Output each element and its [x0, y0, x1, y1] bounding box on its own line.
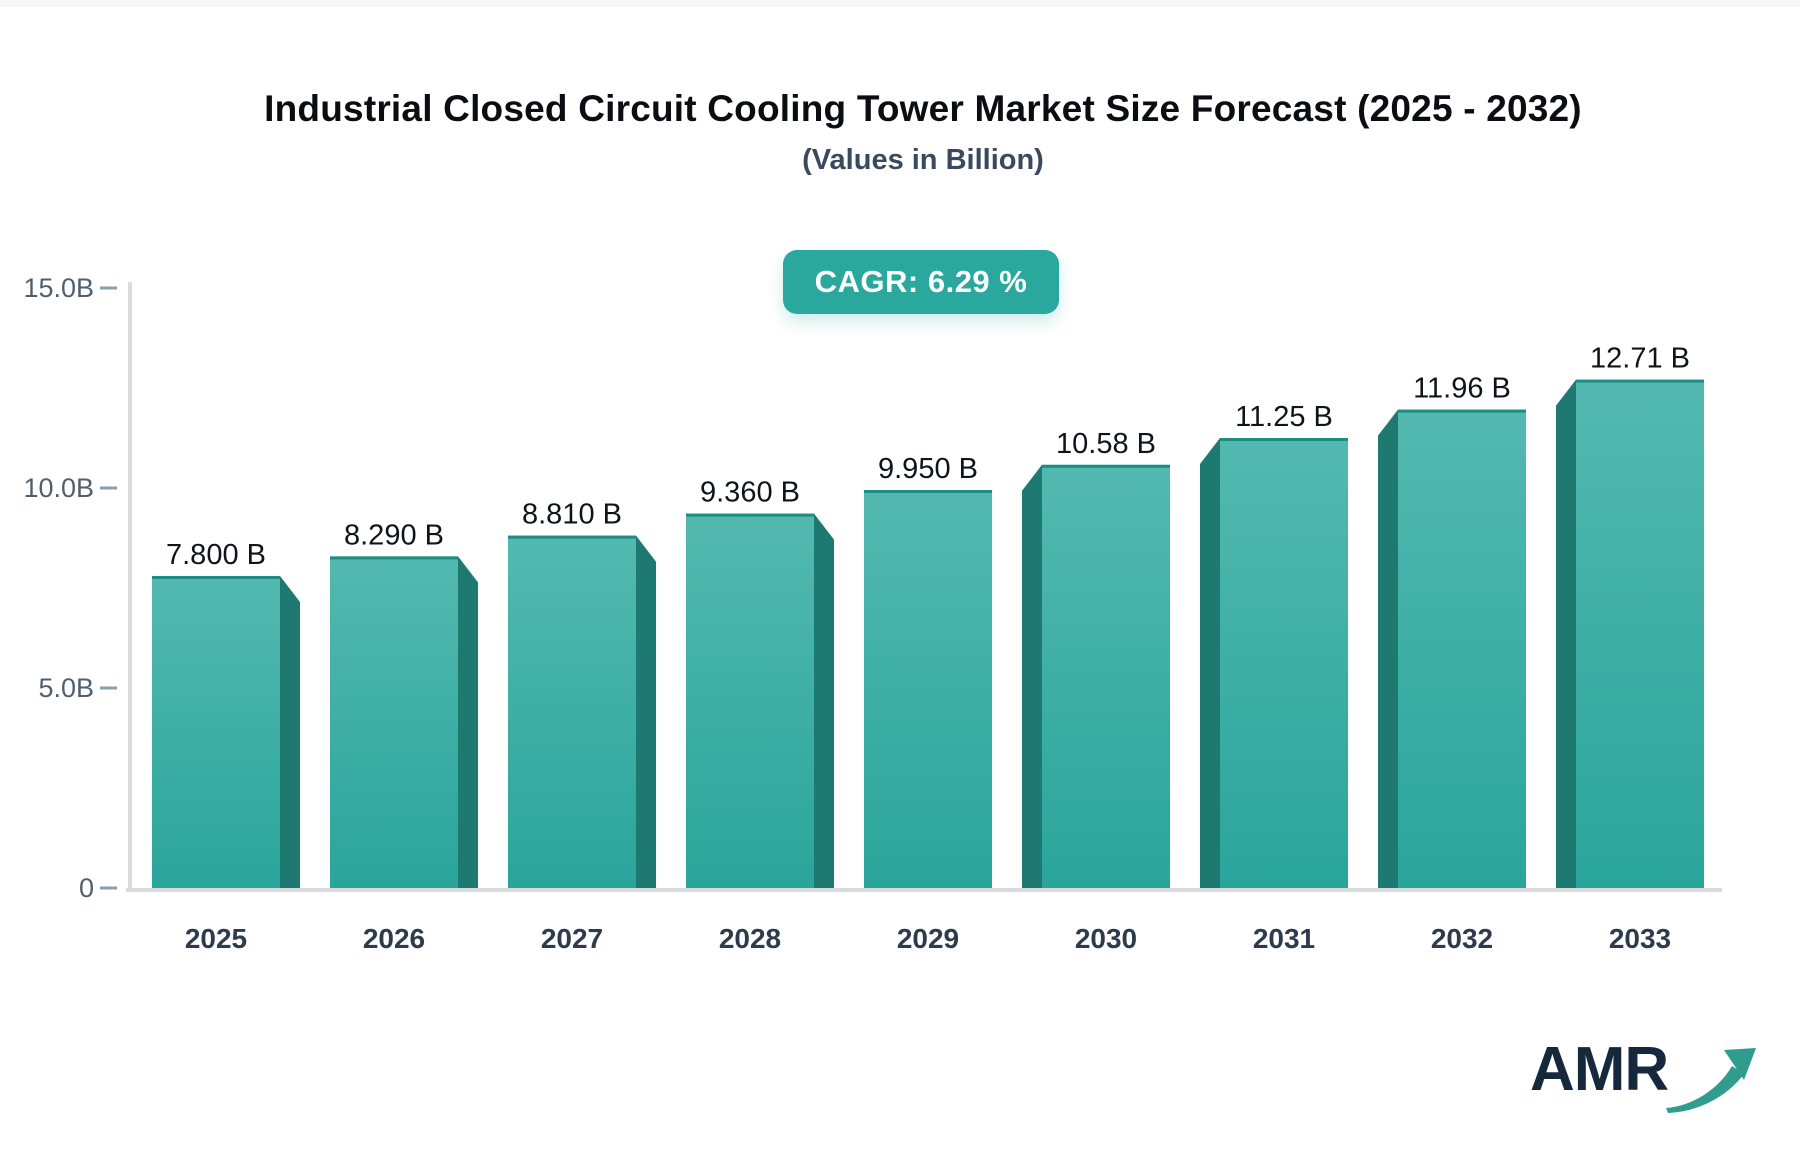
bar-side-face	[280, 576, 300, 888]
bar-value-label: 10.58 B	[1056, 428, 1156, 460]
bar-value-label: 9.950 B	[878, 453, 978, 485]
x-axis-label: 2030	[1075, 923, 1137, 954]
x-axis-label: 2032	[1431, 923, 1493, 954]
bar	[686, 513, 814, 888]
x-axis-label: 2026	[363, 923, 425, 954]
bar-top-edge	[508, 535, 636, 539]
bar-side-face	[458, 556, 478, 888]
bar-value-label: 9.360 B	[700, 477, 800, 509]
bar-value-label: 11.96 B	[1413, 373, 1511, 405]
y-tick-label: 0	[79, 873, 94, 903]
bar-top-edge	[1220, 438, 1348, 441]
y-tick-label: 5.0B	[38, 673, 94, 703]
bar	[1042, 464, 1170, 888]
bar	[864, 490, 992, 888]
bar	[1398, 409, 1526, 888]
amr-logo: AMR	[1530, 1022, 1760, 1132]
growth-arrow-icon	[1666, 1048, 1756, 1113]
cagr-badge: CAGR: 6.29 %	[783, 250, 1059, 314]
bar-value-label: 8.290 B	[344, 519, 444, 551]
bar-side-face	[1022, 464, 1042, 888]
x-axis-label: 2025	[185, 923, 247, 954]
bar-side-face	[636, 535, 656, 888]
bar-value-label: 11.25 B	[1235, 401, 1333, 433]
bar-top-edge	[330, 556, 458, 560]
bar	[1220, 438, 1348, 888]
cagr-badge-label: CAGR: 6.29 %	[814, 264, 1028, 299]
bar-value-label: 8.810 B	[522, 499, 622, 531]
bar-top-edge	[1398, 409, 1526, 413]
bar-side-face	[1200, 438, 1220, 888]
bar-top-edge	[686, 513, 814, 517]
bar-top-edge	[1042, 464, 1170, 468]
bar	[508, 535, 636, 888]
bar-top-edge	[864, 490, 992, 493]
bar-top-edge	[1576, 379, 1704, 383]
x-axis-label: 2033	[1609, 923, 1671, 954]
x-axis-label: 2027	[541, 923, 603, 954]
bar-value-label: 7.800 B	[166, 539, 266, 571]
top-strip-decor	[0, 0, 1800, 6]
chart-subtitle: (Values in Billion)	[802, 144, 1044, 176]
x-axis-label: 2028	[719, 923, 781, 954]
amr-logo-text: AMR	[1530, 1035, 1669, 1104]
bar-value-label: 12.71 B	[1590, 343, 1690, 375]
bar-side-face	[1556, 379, 1576, 888]
y-tick-label: 15.0B	[23, 273, 94, 303]
bar	[330, 556, 458, 888]
bar	[1576, 379, 1704, 888]
bar-side-face	[1378, 409, 1398, 888]
chart-title: Industrial Closed Circuit Cooling Tower …	[264, 88, 1582, 129]
x-axis-label: 2031	[1253, 923, 1315, 954]
x-axis-label: 2029	[897, 923, 959, 954]
y-tick-label: 10.0B	[23, 473, 94, 503]
bar-side-face	[814, 513, 834, 888]
bar	[152, 576, 280, 888]
chart-header: Industrial Closed Circuit Cooling Tower …	[46, 88, 1800, 177]
bar-top-edge	[152, 576, 280, 579]
